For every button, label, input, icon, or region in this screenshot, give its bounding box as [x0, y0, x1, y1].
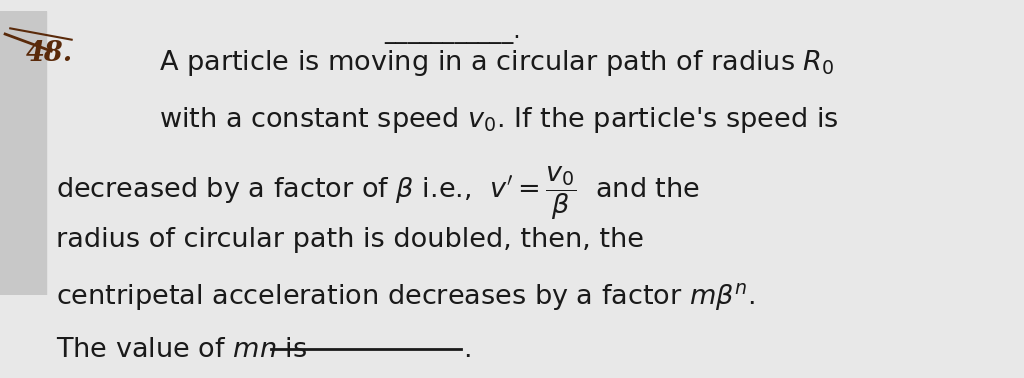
Text: A particle is moving in a circular path of radius $R_0$: A particle is moving in a circular path … [159, 48, 835, 78]
Text: .: . [463, 338, 471, 363]
Bar [0, 11, 46, 295]
Text: 48.: 48. [26, 40, 73, 67]
Text: with a constant speed $v_0$. If the particle's speed is: with a constant speed $v_0$. If the part… [159, 105, 839, 135]
Text: ___________.: ___________. [384, 20, 520, 44]
Text: centripetal acceleration decreases by a factor $m\beta^n$.: centripetal acceleration decreases by a … [56, 280, 756, 313]
Text: radius of circular path is doubled, then, the: radius of circular path is doubled, then… [56, 227, 644, 253]
Text: The value of $mn$ is: The value of $mn$ is [56, 338, 307, 363]
Text: decreased by a factor of $\beta$ i.e.,  $v' = \dfrac{v_0}{\beta}$  and the: decreased by a factor of $\beta$ i.e., $… [56, 164, 700, 222]
